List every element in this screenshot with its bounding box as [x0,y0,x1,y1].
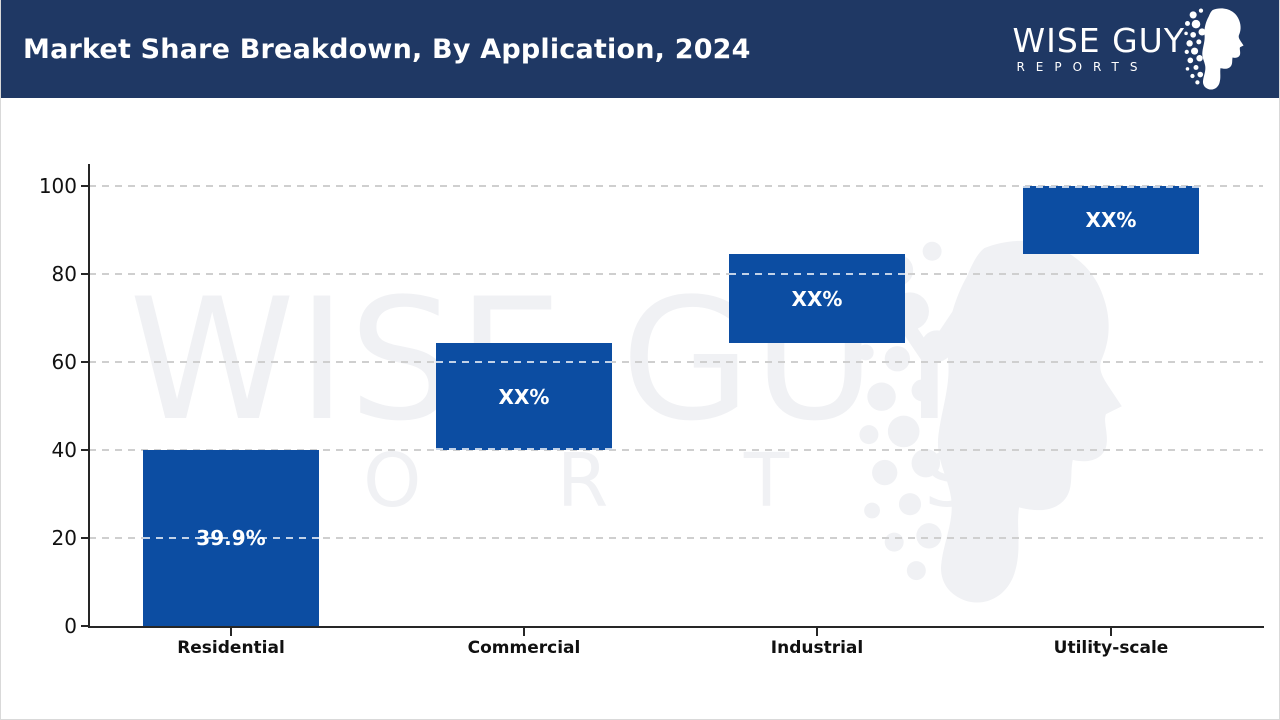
grid-line [89,185,1263,187]
bar-commercial: XX% [436,343,612,451]
y-tick-label: 40 [51,438,77,462]
bar-residential: 39.9% [143,450,319,626]
bar-grid-dash [729,272,905,275]
x-tick-mark [523,628,525,636]
y-tick-mark [81,185,89,187]
bar-utility-scale: XX% [1023,186,1199,255]
x-tick-label: Commercial [467,638,581,658]
bar-value-label: XX% [498,384,550,409]
y-tick-mark [81,537,89,539]
bar-value-label: XX% [1085,208,1137,233]
brand-subname: REPORTS [1016,60,1149,75]
grid-line [89,361,1263,363]
x-tick-label: Industrial [770,638,864,658]
grid-line [89,449,1263,451]
x-axis-line [88,626,1264,628]
bar-grid-dash [1023,186,1199,188]
grid-line [89,273,1263,275]
y-tick-mark [81,273,89,275]
bar-industrial: XX% [729,254,905,344]
y-tick-label: 20 [51,526,77,550]
chart-title: Market Share Breakdown, By Application, … [23,33,751,65]
y-tick-label: 0 [64,614,77,638]
y-tick-mark [81,449,89,451]
bar-grid-dash [436,360,612,363]
bar-grid-dash [436,448,612,451]
y-tick-mark [81,625,89,627]
brand-logo: WISE GUY REPORTS [1012,5,1255,93]
x-tick-label: Utility-scale [1053,638,1169,658]
x-tick-mark [1110,628,1112,636]
brand-logo-text: WISE GUY REPORTS [1012,20,1185,75]
bar-value-label: XX% [791,286,843,311]
y-tick-label: 60 [51,350,77,374]
brand-name: WISE GUY [1012,20,1185,60]
bar-value-label: 39.9% [196,526,266,551]
x-tick-label: Residential [177,638,285,658]
y-axis-line [88,164,90,628]
x-tick-mark [816,628,818,636]
y-tick-label: 80 [51,262,77,286]
y-tick-mark [81,361,89,363]
grid-line [89,537,1263,539]
x-tick-mark [230,628,232,636]
y-tick-label: 100 [38,174,77,198]
bar-grid-dash [143,536,319,539]
header-bar: Market Share Breakdown, By Application, … [1,0,1279,98]
